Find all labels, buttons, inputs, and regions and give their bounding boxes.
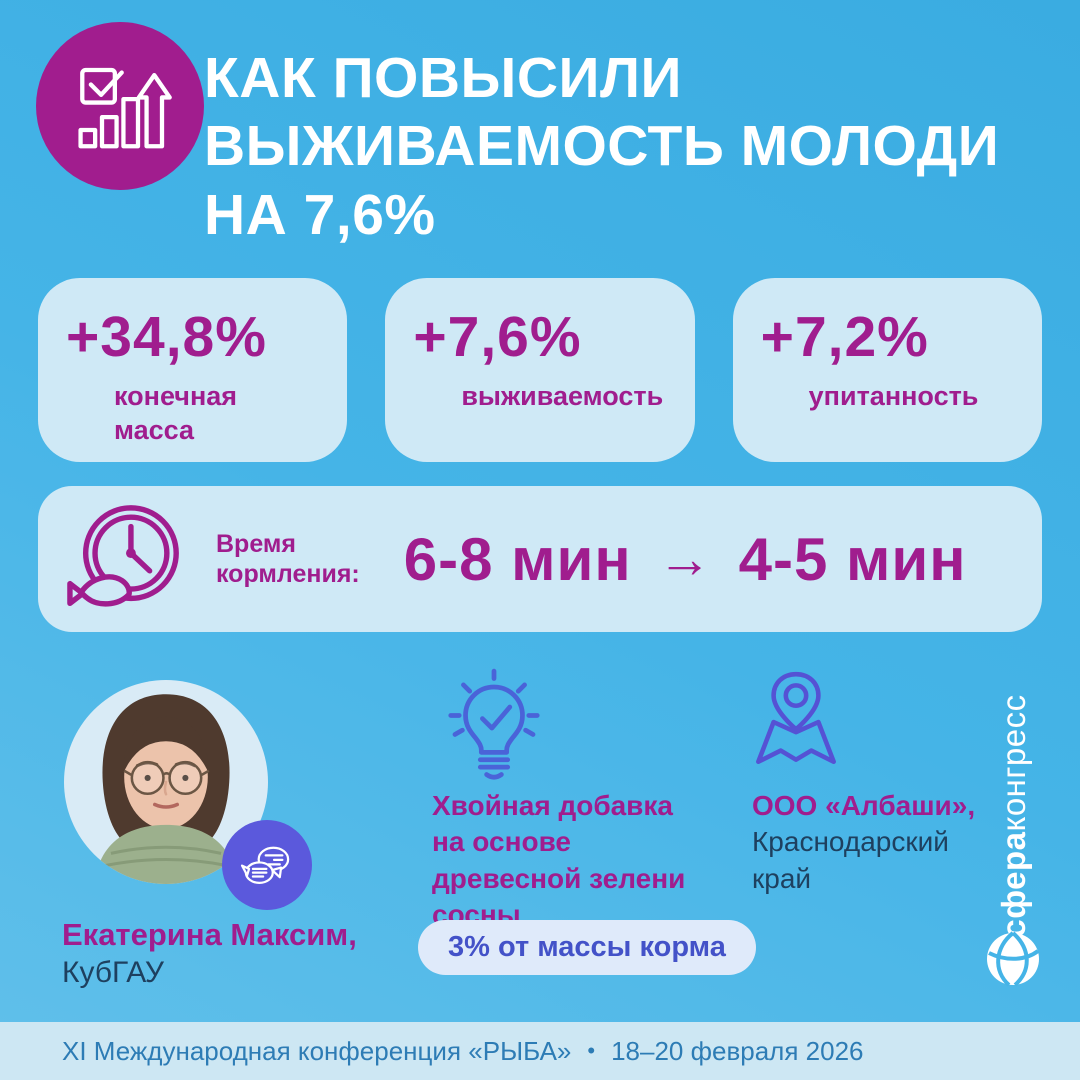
feeding-time-after: 4-5 мин (738, 525, 967, 593)
page-title: КАК ПОВЫСИЛИ ВЫЖИВАЕМОСТЬ МОЛОДИ НА 7,6% (204, 44, 999, 249)
header-icon-circle (36, 22, 204, 190)
title-line-3: НА 7,6% (204, 182, 436, 247)
location-region: Краснодарский край (752, 826, 949, 894)
location-org: ООО «Албаши», (752, 790, 976, 821)
chat-badge (222, 820, 312, 910)
location-block: ООО «Албаши», Краснодарский край (752, 788, 975, 897)
title-line-1: КАК ПОВЫСИЛИ (204, 46, 682, 110)
map-pin-icon (756, 671, 836, 765)
footer-dates: 18–20 февраля 2026 (611, 1035, 864, 1066)
footer-bar: XI Международная конференция «РЫБА» • 18… (0, 1022, 1080, 1080)
feeding-time-before: 6-8 мин (403, 525, 632, 593)
stat-label: конечная масса (114, 381, 238, 445)
stats-row: +34,8% конечная масса +7,6% выживаемость… (38, 278, 1042, 462)
stat-card-condition: +7,2% упитанность (732, 278, 1042, 462)
stat-label: упитанность (808, 381, 979, 411)
growth-chart-icon (78, 67, 172, 149)
solution-text: Хвойная добавка на основе древесной зеле… (432, 790, 686, 931)
stat-label: выживаемость (461, 381, 664, 411)
feeding-times: 6-8 мин → 4-5 мин (404, 525, 967, 594)
stat-value: +7,2% (760, 305, 929, 369)
arrow-right-icon: → (657, 529, 713, 589)
stat-value: +34,8% (66, 305, 267, 369)
stat-value: +7,6% (413, 305, 582, 369)
globe-icon (987, 931, 1040, 987)
speaker-name: Екатерина Максим, (62, 917, 357, 952)
feeding-time-card: Время кормления: 6-8 мин → 4-5 мин (38, 486, 1042, 632)
stat-card-final-mass: +34,8% конечная масса (38, 278, 348, 462)
brand-name-bold: сфера (995, 831, 1032, 938)
bullet-separator: • (587, 1038, 596, 1063)
lightbulb-check-icon (448, 668, 540, 780)
brand-logo: сфера конгресс (992, 676, 1036, 956)
feeding-label: Время кормления: (216, 530, 360, 588)
speaker-photo (64, 680, 268, 884)
footer-conference: XI Международная конференция «РЫБА» (62, 1035, 572, 1066)
fish-clock-icon (67, 505, 179, 607)
dosage-pill: 3% от массы корма (418, 920, 756, 975)
speaker-name-block: Екатерина Максим, КубГАУ (62, 916, 357, 991)
brand-name-light: конгресс (995, 694, 1032, 832)
title-line-2: ВЫЖИВАЕМОСТЬ МОЛОДИ (204, 114, 1000, 179)
speaker-affiliation: КубГАУ (62, 955, 164, 989)
stat-card-survival: +7,6% выживаемость (385, 278, 695, 462)
chat-bubbles-icon (240, 846, 290, 885)
